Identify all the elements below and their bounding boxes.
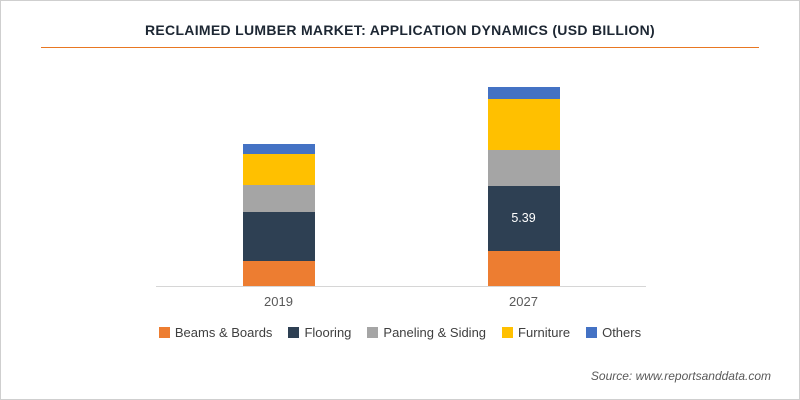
legend-swatch-beams-boards	[158, 327, 170, 338]
legend-label-paneling-siding: Paneling & Siding	[383, 325, 487, 340]
legend: Beams & Boards Flooring Paneling & Siding F…	[1, 325, 799, 340]
data-label-flooring-2027: 5.39	[511, 211, 536, 226]
segment-furniture-2019[interactable]	[242, 153, 315, 186]
segment-beams-boards-2019[interactable]	[242, 260, 315, 286]
legend-item-others[interactable]: Others	[586, 325, 641, 340]
legend-swatch-paneling-siding	[367, 327, 379, 338]
x-axis-label-2027: 2027	[509, 294, 538, 309]
segment-flooring-2019[interactable]	[242, 212, 315, 261]
bar-2019[interactable]	[242, 144, 315, 286]
legend-item-furniture[interactable]: Furniture	[502, 325, 570, 340]
segment-paneling-siding-2019[interactable]	[242, 185, 315, 213]
source-text: Source: www.reportsanddata.com	[590, 369, 771, 383]
title-underline	[41, 47, 759, 48]
legend-label-others: Others	[602, 325, 642, 340]
segment-others-2027[interactable]	[487, 87, 560, 100]
legend-swatch-furniture	[502, 327, 514, 338]
legend-label-flooring: Flooring	[304, 325, 352, 340]
segment-beams-boards-2027[interactable]	[487, 250, 560, 286]
legend-swatch-others	[586, 327, 598, 338]
bar-2027[interactable]: 5.39	[487, 87, 560, 286]
legend-item-beams-boards[interactable]: Beams & Boards	[158, 325, 273, 340]
chart-title: RECLAIMED LUMBER MARKET: APPLICATION DYN…	[144, 22, 655, 38]
plot-area: 5.39	[156, 86, 646, 287]
legend-item-flooring[interactable]: Flooring	[288, 325, 351, 340]
x-axis-labels: 2019 2027	[156, 294, 646, 309]
legend-label-beams-boards: Beams & Boards	[174, 325, 273, 340]
segment-others-2019[interactable]	[242, 144, 315, 154]
segment-furniture-2027[interactable]	[487, 99, 560, 151]
legend-swatch-flooring	[288, 327, 300, 338]
legend-label-furniture: Furniture	[518, 325, 571, 340]
legend-item-paneling-siding[interactable]: Paneling & Siding	[367, 325, 486, 340]
segment-paneling-siding-2027[interactable]	[487, 150, 560, 186]
x-axis-label-2019: 2019	[264, 294, 293, 309]
segment-flooring-2027[interactable]: 5.39	[487, 185, 560, 251]
